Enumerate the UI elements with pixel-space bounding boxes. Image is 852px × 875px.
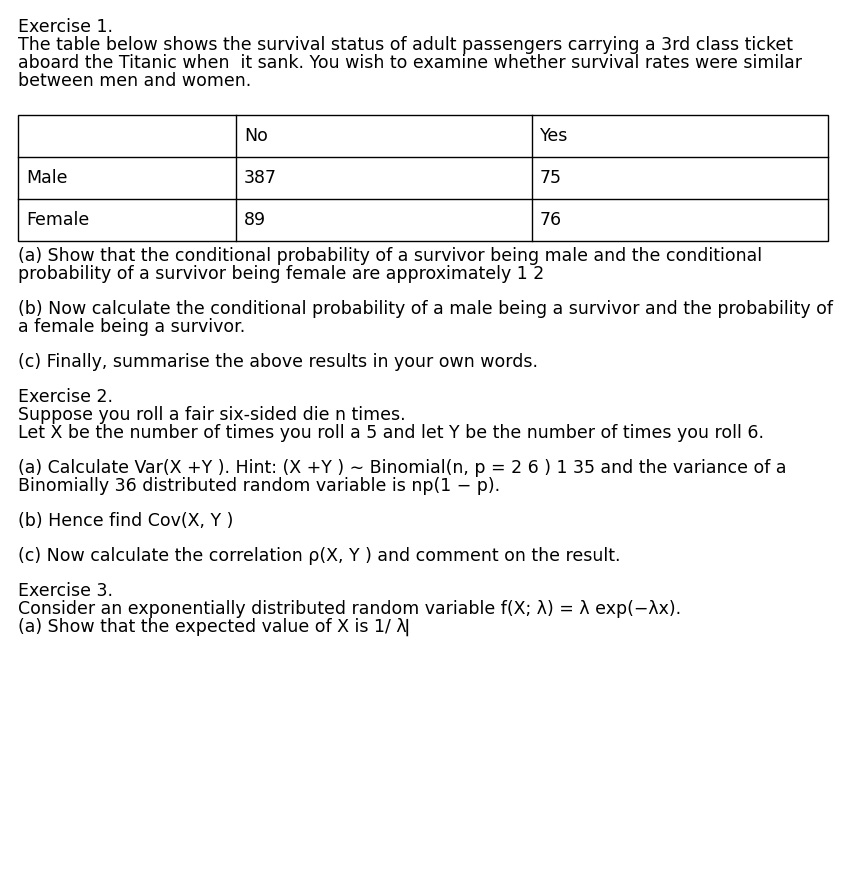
Text: probability of a survivor being female are approximately 1 2: probability of a survivor being female a… <box>18 265 544 283</box>
Text: Female: Female <box>26 211 89 229</box>
Text: Consider an exponentially distributed random variable f(X; λ) = λ exp(−λx).: Consider an exponentially distributed ra… <box>18 600 681 618</box>
Text: (a) Calculate Var(X +Y ). Hint: (X +Y ) ∼ Binomial(n, p = 2 6 ) 1 35 and the var: (a) Calculate Var(X +Y ). Hint: (X +Y ) … <box>18 459 786 477</box>
Text: Let X be the number of times you roll a 5 and let Y be the number of times you r: Let X be the number of times you roll a … <box>18 424 763 442</box>
Text: 89: 89 <box>244 211 266 229</box>
Text: Male: Male <box>26 169 67 187</box>
Text: Exercise 1.: Exercise 1. <box>18 18 112 36</box>
Text: (c) Finally, summarise the above results in your own words.: (c) Finally, summarise the above results… <box>18 353 538 371</box>
Text: Exercise 3.: Exercise 3. <box>18 582 112 600</box>
Text: 387: 387 <box>244 169 277 187</box>
Text: a female being a survivor.: a female being a survivor. <box>18 318 245 336</box>
Text: (b) Hence find Cov(X, Y ): (b) Hence find Cov(X, Y ) <box>18 512 233 530</box>
Text: Suppose you roll a fair six-sided die n times.: Suppose you roll a fair six-sided die n … <box>18 406 406 424</box>
Text: Binomially 36 distributed random variable is np(1 − p).: Binomially 36 distributed random variabl… <box>18 477 499 495</box>
Text: 76: 76 <box>539 211 561 229</box>
Text: The table below shows the survival status of adult passengers carrying a 3rd cla: The table below shows the survival statu… <box>18 36 792 54</box>
Text: No: No <box>244 127 268 145</box>
Text: Exercise 2.: Exercise 2. <box>18 388 112 406</box>
Bar <box>18 115 827 241</box>
Text: (b) Now calculate the conditional probability of a male being a survivor and the: (b) Now calculate the conditional probab… <box>18 300 832 318</box>
Text: Yes: Yes <box>539 127 567 145</box>
Text: (a) Show that the conditional probability of a survivor being male and the condi: (a) Show that the conditional probabilit… <box>18 247 761 265</box>
Text: 75: 75 <box>539 169 561 187</box>
Text: between men and women.: between men and women. <box>18 72 251 90</box>
Text: aboard the Titanic when  it sank. You wish to examine whether survival rates wer: aboard the Titanic when it sank. You wis… <box>18 54 801 72</box>
Text: (a) Show that the expected value of X is 1/ λ▏: (a) Show that the expected value of X is… <box>18 618 419 636</box>
Text: (c) Now calculate the correlation ρ(X, Y ) and comment on the result.: (c) Now calculate the correlation ρ(X, Y… <box>18 547 619 565</box>
